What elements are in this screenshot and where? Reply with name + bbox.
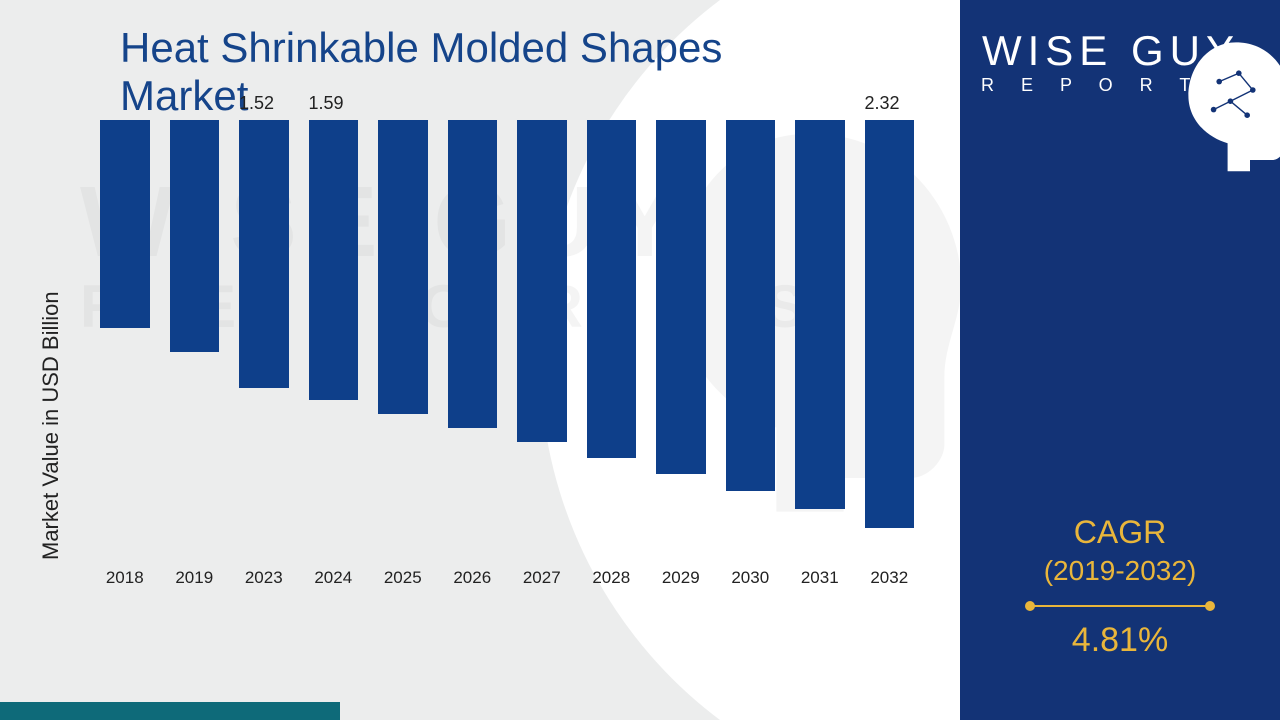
chart-canvas: WISE GUY R E P O R T S WISE GUY R E P O … <box>0 0 1280 720</box>
bar-wrap <box>795 120 845 560</box>
plot-region: 1.52 1.59 2.32 <box>94 120 920 560</box>
bar-wrap <box>100 120 150 560</box>
cagr-divider <box>1030 605 1210 607</box>
bar <box>100 120 150 328</box>
bar-value-label: 1.59 <box>309 93 344 120</box>
bottom-accent-strip <box>0 702 340 720</box>
bar-value-label: 2.32 <box>865 93 900 120</box>
bar <box>517 120 567 442</box>
bar <box>170 120 220 352</box>
bar: 1.59 <box>309 120 359 400</box>
bar <box>448 120 498 428</box>
bar-wrap <box>378 120 428 560</box>
brand-head-icon <box>1166 34 1280 174</box>
bar-wrap <box>656 120 706 560</box>
bar <box>656 120 706 474</box>
x-tick-label: 2024 <box>309 560 359 600</box>
x-tick-label: 2028 <box>587 560 637 600</box>
chart-title: Heat Shrinkable Molded Shapes Market <box>120 24 740 121</box>
bar <box>795 120 845 509</box>
bar-value-label: 1.52 <box>239 93 274 120</box>
x-tick-label: 2018 <box>100 560 150 600</box>
cagr-range: (2019-2032) <box>960 555 1280 587</box>
x-tick-label: 2030 <box>726 560 776 600</box>
x-tick-label: 2031 <box>795 560 845 600</box>
x-axis-labels: 2018 2019 2023 2024 2025 2026 2027 2028 2029 2030… <box>94 560 920 600</box>
cagr-value: 4.81% <box>960 621 1280 660</box>
x-tick-label: 2032 <box>865 560 915 600</box>
bar <box>726 120 776 491</box>
bar-wrap <box>448 120 498 560</box>
x-tick-label: 2023 <box>239 560 289 600</box>
bar-wrap <box>726 120 776 560</box>
brand-block: WISE GUY R E P O R T S <box>981 30 1240 94</box>
bar <box>378 120 428 414</box>
bar-wrap <box>517 120 567 560</box>
x-tick-label: 2027 <box>517 560 567 600</box>
bar-wrap: 1.59 <box>309 120 359 560</box>
bar-wrap <box>170 120 220 560</box>
bar <box>587 120 637 458</box>
x-tick-label: 2025 <box>378 560 428 600</box>
bar-wrap: 2.32 <box>865 120 915 560</box>
cagr-box: CAGR (2019-2032) 4.81% <box>960 514 1280 660</box>
right-panel: WISE GUY R E P O R T S CAGR (2019-2032) … <box>960 0 1280 720</box>
bar-wrap <box>587 120 637 560</box>
y-axis-label: Market Value in USD Billion <box>38 291 64 560</box>
bar: 2.32 <box>865 120 915 528</box>
bar-wrap: 1.52 <box>239 120 289 560</box>
bar: 1.52 <box>239 120 289 388</box>
chart-area: Market Value in USD Billion 1.521.592.32… <box>60 120 920 600</box>
cagr-label: CAGR <box>960 514 1280 551</box>
x-tick-label: 2029 <box>656 560 706 600</box>
x-tick-label: 2026 <box>448 560 498 600</box>
x-tick-label: 2019 <box>170 560 220 600</box>
